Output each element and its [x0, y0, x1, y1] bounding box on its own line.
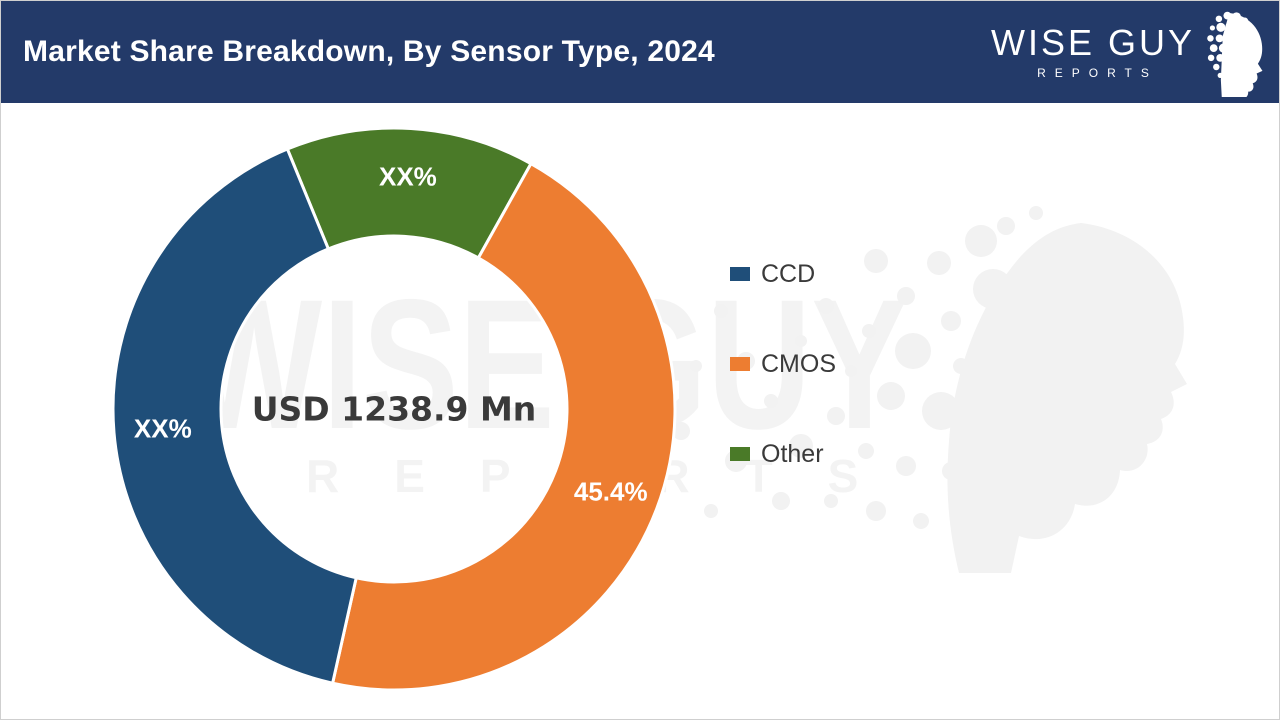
donut-segment-ccd: [111, 147, 358, 686]
legend-swatch-cmos: [730, 357, 750, 371]
header-bar: Market Share Breakdown, By Sensor Type, …: [1, 1, 1279, 103]
legend-item-ccd: CCD: [730, 259, 836, 289]
logo-head-icon: [1207, 11, 1263, 97]
logo-reports-label: REPORTS: [1037, 65, 1158, 80]
legend-item-other: Other: [730, 439, 836, 469]
wiseguy-logo: WISE GUY REPORTS: [991, 7, 1267, 97]
watermark-head-logo: [672, 206, 1187, 573]
legend-swatch-ccd: [730, 267, 750, 281]
logo-wiseguy-label: WISE GUY: [990, 21, 1195, 63]
legend-label-cmos: CMOS: [761, 349, 836, 378]
legend-label-other: Other: [761, 439, 824, 468]
segment-label-cmos: 45.4%: [573, 476, 648, 507]
legend-item-cmos: CMOS: [730, 349, 836, 379]
legend-label-ccd: CCD: [761, 259, 816, 288]
donut-segment-cmos: [330, 161, 677, 692]
legend-swatch-other: [730, 447, 750, 461]
segment-label-ccd: XX%: [133, 413, 192, 444]
chart-legend: CCD CMOS Other: [730, 259, 836, 529]
segment-label-other: XX%: [379, 161, 437, 192]
chart-title: Market Share Breakdown, By Sensor Type, …: [23, 35, 715, 68]
donut-center-value: USD 1238.9 Mn: [251, 389, 537, 429]
donut-chart: [111, 126, 677, 692]
wiseguy-logo-text: WISE GUY REPORTS: [990, 21, 1195, 80]
